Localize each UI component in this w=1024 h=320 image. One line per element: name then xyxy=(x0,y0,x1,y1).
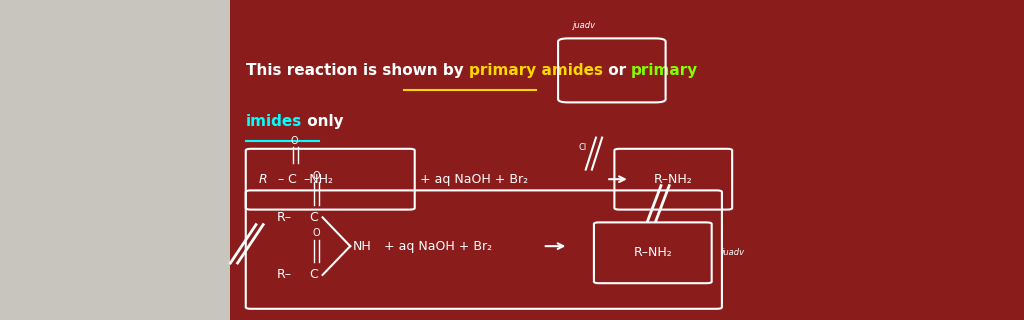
Text: juadv: juadv xyxy=(722,248,745,257)
Text: only: only xyxy=(302,114,344,129)
Text: primary: primary xyxy=(631,63,698,78)
Text: NH: NH xyxy=(352,240,371,253)
Text: This reaction is shown by: This reaction is shown by xyxy=(246,63,469,78)
Text: R–: R– xyxy=(276,268,292,282)
Text: R–NH₂: R–NH₂ xyxy=(634,246,672,259)
FancyBboxPatch shape xyxy=(230,0,1024,320)
Text: O: O xyxy=(312,228,319,238)
Text: R–: R– xyxy=(276,211,292,224)
Text: O: O xyxy=(312,171,319,181)
Text: + aq NaOH + Br₂: + aq NaOH + Br₂ xyxy=(384,240,493,253)
Text: C: C xyxy=(309,268,318,282)
Text: primary amides: primary amides xyxy=(469,63,603,78)
Text: R: R xyxy=(259,173,267,186)
Text: or: or xyxy=(603,63,631,78)
Text: imides: imides xyxy=(246,114,302,129)
Text: C: C xyxy=(309,211,318,224)
Text: + aq NaOH + Br₂: + aq NaOH + Br₂ xyxy=(420,173,528,186)
Text: C: C xyxy=(288,173,297,186)
Text: –: – xyxy=(278,173,284,186)
Text: –NH₂: –NH₂ xyxy=(303,173,333,186)
Text: Cl: Cl xyxy=(579,143,587,152)
Text: O: O xyxy=(291,136,298,146)
Text: juadv: juadv xyxy=(573,21,597,30)
Text: R–NH₂: R–NH₂ xyxy=(654,173,692,186)
